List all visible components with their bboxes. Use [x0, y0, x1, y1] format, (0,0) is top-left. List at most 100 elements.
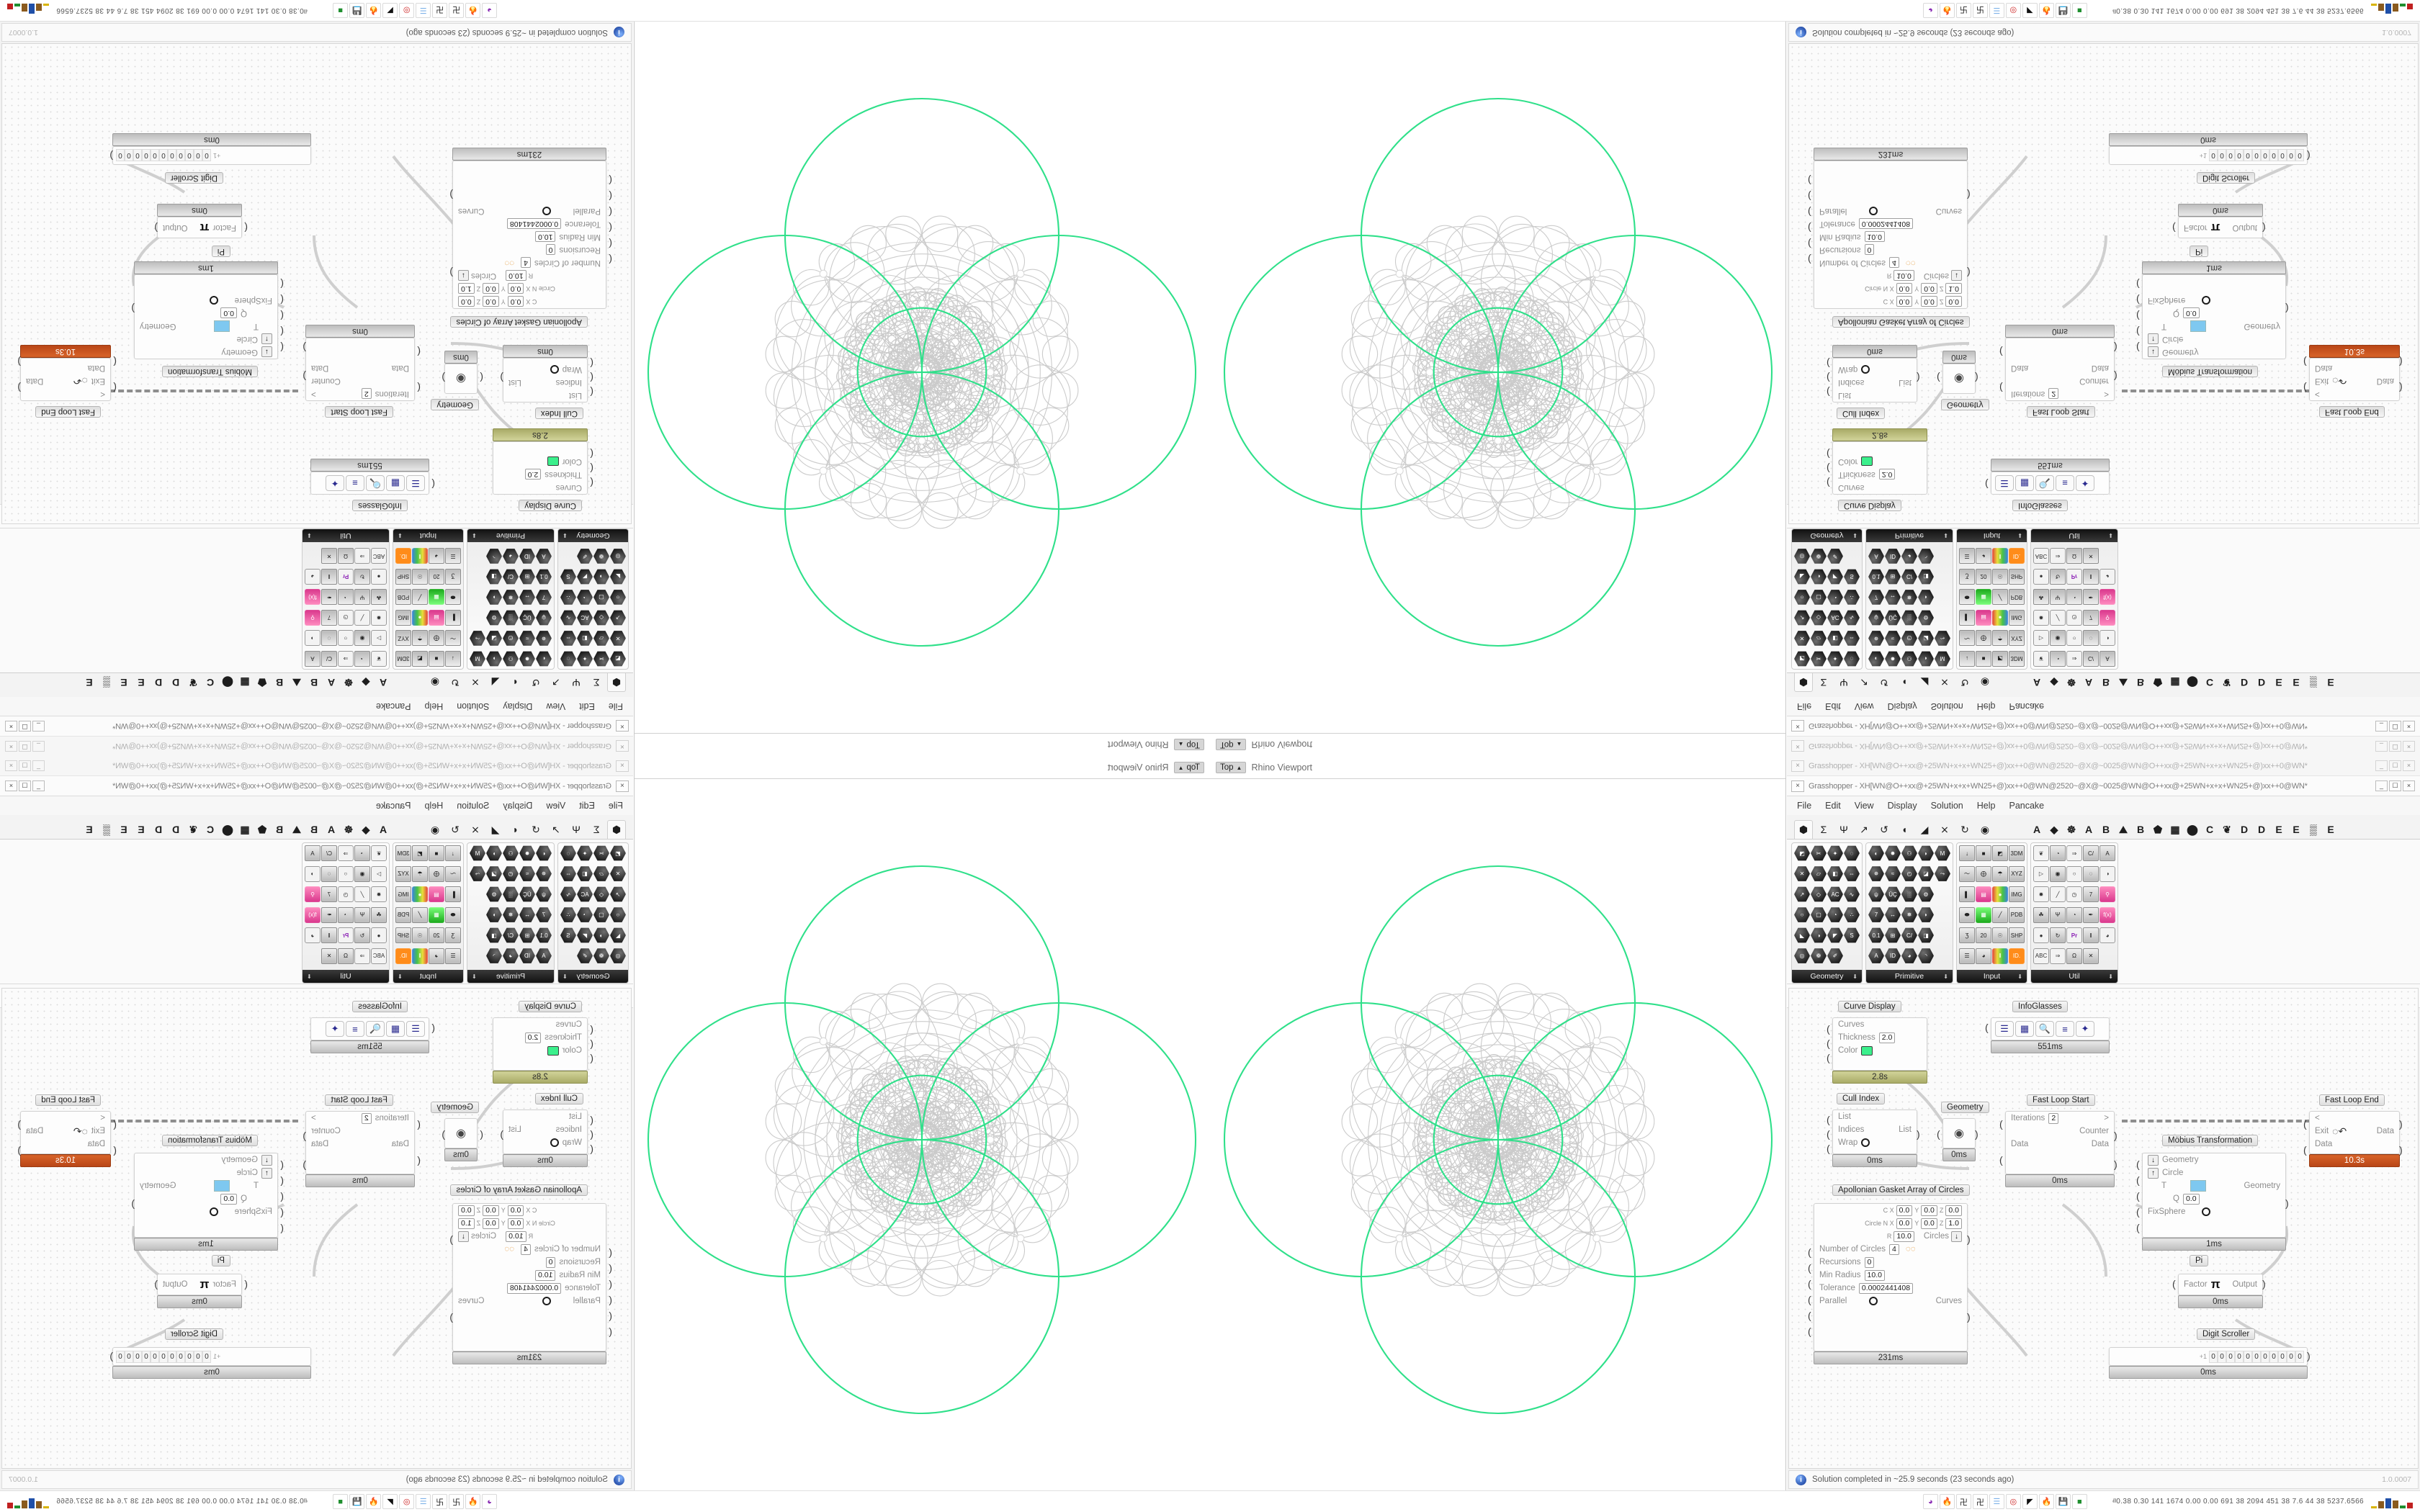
input-ports-digit-scroller[interactable]: [2103, 147, 2110, 164]
component-icon[interactable]: ■: [1976, 845, 1991, 861]
param-value[interactable]: 2.0: [524, 1032, 542, 1043]
panel-label[interactable]: Util ⬇: [2031, 529, 2118, 542]
plugin-tab-e2[interactable]: E: [2293, 824, 2300, 835]
plugin-tab-grid[interactable]: ▦: [240, 823, 250, 835]
port[interactable]: ): [2399, 1118, 2403, 1130]
port[interactable]: (: [1827, 1143, 1830, 1154]
digit-cell[interactable]: 0: [176, 149, 185, 162]
component-icon[interactable]: ✕: [321, 548, 337, 564]
component-icon[interactable]: ⬬: [445, 589, 461, 606]
component-icon[interactable]: ✐: [577, 549, 593, 564]
component-icon[interactable]: ⬬: [1959, 589, 1975, 606]
component-icon[interactable]: ☂: [1992, 630, 2008, 647]
param-row[interactable]: Curves: [493, 1018, 587, 1031]
plugin-tab-dots[interactable]: ▒: [2310, 824, 2317, 835]
param-row[interactable]: Recursions 0: [1814, 243, 1967, 256]
node-cull-index[interactable]: Cull Index List Indices List Wrap ((() 0m…: [500, 345, 593, 419]
digit-cell[interactable]: 0: [142, 149, 151, 162]
component-icon[interactable]: C/: [321, 845, 337, 861]
menu-item-help[interactable]: Help: [424, 801, 444, 811]
arrow-up-icon[interactable]: ↑: [2148, 333, 2159, 345]
menu-item-view[interactable]: View: [546, 801, 566, 811]
component-icon[interactable]: ◔: [2066, 906, 2082, 923]
component-icon[interactable]: ⇒: [354, 948, 370, 964]
component-icon[interactable]: SHP: [2009, 569, 2025, 585]
close-icon[interactable]: ×: [2403, 780, 2415, 791]
component-icon[interactable]: ◎: [1794, 948, 1810, 963]
input-ports-fast-loop-start[interactable]: ((: [414, 1112, 421, 1174]
color-swatch[interactable]: [1861, 1045, 1873, 1056]
port[interactable]: (: [1827, 372, 1830, 384]
plugin-tab-mountain[interactable]: ⛰: [2119, 677, 2128, 689]
component-icon[interactable]: ÜÇ: [519, 886, 535, 902]
plugin-tab-gem[interactable]: ◆: [2050, 823, 2058, 835]
component-icon[interactable]: ⇔: [560, 866, 576, 882]
component-icon[interactable]: ◌: [2083, 630, 2099, 647]
plugin-tab-shield[interactable]: ⬟: [257, 677, 267, 689]
digit-cell[interactable]: 0: [159, 149, 168, 162]
output-ports-digit-scroller[interactable]: ): [2307, 1348, 2313, 1365]
chevron-down-icon[interactable]: ⬇: [398, 973, 403, 980]
node-body-apollonian[interactable]: C X 0.0 Y 0.0 Z 0.0 Circle N X 0.0 Y 0.0 Z 1.0…: [449, 1203, 612, 1351]
component-icon[interactable]: ✸: [519, 845, 535, 861]
output-ports-digit-scroller[interactable]: ): [107, 1348, 113, 1365]
param-value[interactable]: 10.0: [506, 270, 526, 282]
component-icon[interactable]: ☂: [412, 630, 428, 647]
curve-tab[interactable]: ↺: [532, 677, 540, 689]
digit-cell[interactable]: 0: [2295, 1350, 2304, 1363]
port[interactable]: ): [17, 356, 21, 368]
node-body-cull-index[interactable]: List Indices List Wrap (((): [1827, 358, 1920, 402]
digit-cell[interactable]: 0: [2218, 1350, 2226, 1363]
taskbar-app-red[interactable]: ◎: [399, 1494, 415, 1509]
param-row[interactable]: Data: [21, 1138, 110, 1151]
chevron-down-icon[interactable]: ⬇: [563, 973, 568, 980]
component-icon[interactable]: AC: [577, 610, 593, 626]
param-row[interactable]: C X 0.0 Y 0.0 Z 0.0: [453, 1204, 606, 1217]
port[interactable]: ): [442, 1128, 445, 1140]
component-icon[interactable]: M: [1935, 651, 1950, 667]
input-ports-geometry[interactable]: (: [477, 364, 483, 393]
component-icon[interactable]: ✹: [371, 610, 387, 626]
chevron-down-icon[interactable]: ⬇: [472, 532, 477, 539]
component-icon[interactable]: C/: [503, 569, 519, 585]
component-icon[interactable]: ≈: [519, 866, 535, 882]
param-row[interactable]: ↓ Geometry: [135, 346, 277, 359]
port[interactable]: (: [1827, 1052, 1830, 1063]
component-icon[interactable]: ◝: [486, 948, 502, 964]
component-icon[interactable]: ↗: [1794, 886, 1810, 902]
component-icon[interactable]: SHP: [395, 927, 411, 943]
param-row[interactable]: Indices List: [503, 376, 587, 389]
boolean-toggle[interactable]: [542, 1297, 551, 1305]
component-icon[interactable]: ◕: [1976, 948, 1991, 964]
param-value[interactable]: 0.0: [507, 283, 524, 294]
taskbar-app-maze[interactable]: 卍: [1955, 3, 1971, 18]
plugin-tab-cloud[interactable]: ☸: [344, 677, 354, 689]
port[interactable]: ): [500, 372, 503, 384]
component-icon[interactable]: ↗: [610, 610, 626, 626]
curve-tab[interactable]: ↺: [1880, 677, 1888, 689]
component-icon[interactable]: ≈: [1885, 866, 1901, 881]
plugin-tab-b[interactable]: B: [2102, 824, 2110, 835]
transform-tab[interactable]: ↻: [1960, 823, 1969, 835]
component-icon[interactable]: ◨: [1918, 569, 1934, 585]
component-icon[interactable]: ◷: [2066, 886, 2082, 902]
component-icon[interactable]: ░: [1901, 610, 1917, 626]
component-icon[interactable]: ☘: [371, 906, 387, 923]
component-icon[interactable]: Ʒ: [1959, 569, 1975, 585]
param-value[interactable]: 0.0: [1945, 1205, 1962, 1216]
param-row[interactable]: Number of Circles 4 ◌◌: [1814, 256, 1967, 269]
port[interactable]: ): [2399, 382, 2403, 394]
close-icon-left[interactable]: ×: [616, 780, 629, 792]
menu-item-solution[interactable]: Solution: [457, 701, 490, 711]
port[interactable]: (: [1808, 1310, 1811, 1321]
param-value[interactable]: 2: [361, 1112, 372, 1124]
digit-cell[interactable]: 0: [2235, 149, 2244, 162]
menu-item-file[interactable]: File: [1797, 801, 1812, 811]
component-icon[interactable]: ◑: [2099, 630, 2115, 647]
component-icon[interactable]: ◗: [486, 907, 502, 923]
input-ports-pi[interactable]: (: [241, 1274, 248, 1295]
component-icon[interactable]: ☉: [1992, 569, 2008, 585]
component-icon[interactable]: ○: [338, 865, 354, 882]
digit-cell[interactable]: 0: [2209, 1350, 2218, 1363]
port[interactable]: (: [1999, 1118, 2003, 1130]
